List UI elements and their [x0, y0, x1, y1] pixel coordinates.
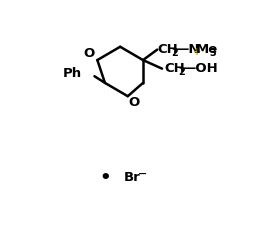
Text: CH: CH	[165, 62, 186, 75]
Text: —OH: —OH	[182, 62, 218, 75]
Text: −: −	[138, 169, 148, 179]
Text: Ph: Ph	[63, 67, 82, 80]
Text: 3: 3	[210, 48, 216, 58]
Text: 2: 2	[171, 48, 178, 58]
Text: —N: —N	[175, 43, 199, 56]
Text: O: O	[129, 96, 140, 109]
Text: Br: Br	[124, 170, 141, 184]
Text: +: +	[193, 47, 201, 57]
Text: 2: 2	[179, 67, 185, 77]
Text: CH: CH	[157, 43, 178, 56]
Text: Me: Me	[195, 43, 218, 56]
Text: O: O	[83, 47, 94, 60]
Text: •: •	[99, 169, 111, 187]
